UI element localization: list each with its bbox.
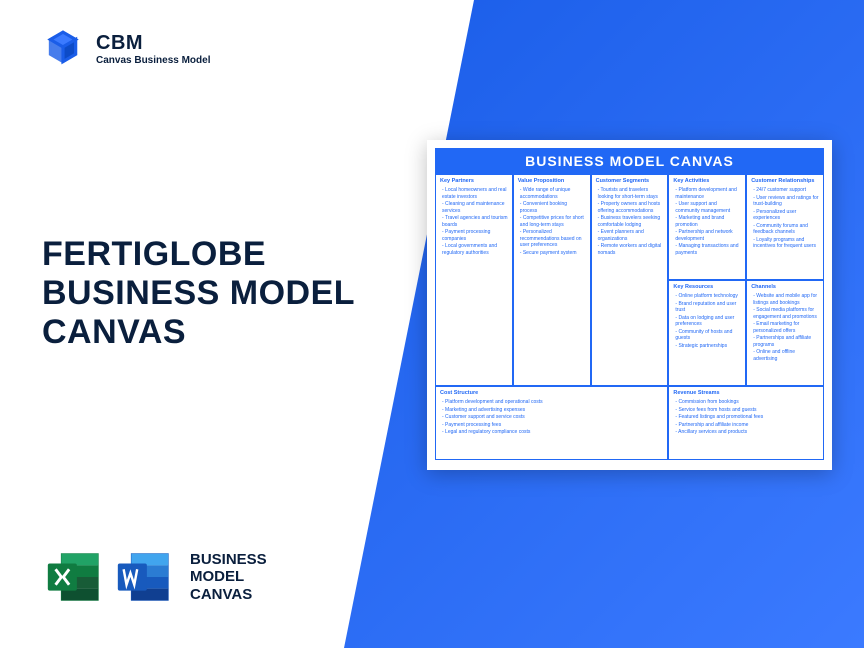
value-prop-cell: Value Proposition - Wide range of unique… (513, 174, 591, 386)
list-item: - Tourists and travelers looking for sho… (598, 187, 664, 200)
list-item: - Commission from bookings (675, 399, 819, 406)
channels-cell: Channels - Website and mobile app for li… (746, 280, 824, 386)
list-item: - Property owners and hosts offering acc… (598, 201, 664, 214)
logo-area: CBM Canvas Business Model (42, 28, 210, 70)
canvas-card: BUSINESS MODEL CANVAS Key Partners - Loc… (427, 140, 832, 470)
list-item: - Community forums and feedback channels (753, 223, 819, 236)
word-icon (112, 546, 174, 608)
title-line-3: CANVAS (42, 313, 355, 352)
cs-list: - Tourists and travelers looking for sho… (596, 187, 664, 256)
list-item: - Social media platforms for engagement … (753, 307, 819, 320)
list-item: - Strategic partnerships (675, 343, 741, 350)
ch-title: Channels (751, 284, 819, 291)
bottom-label-3: CANVAS (190, 586, 267, 603)
list-item: - Local homeowners and real estate inves… (442, 187, 508, 200)
list-item: - Email marketing for personalized offer… (753, 321, 819, 334)
list-item: - Remote workers and digital nomads (598, 243, 664, 256)
list-item: - Ancillary services and products (675, 429, 819, 436)
list-item: - Wide range of unique accommodations (520, 187, 586, 200)
list-item: - 24/7 customer support (753, 187, 819, 194)
list-item: - Cleaning and maintenance services (442, 201, 508, 214)
cr-title: Customer Relationships (751, 178, 819, 185)
list-item: - Platform development and maintenance (675, 187, 741, 200)
cs-title: Customer Segments (596, 178, 664, 185)
cost-list: - Platform development and operational c… (440, 399, 663, 436)
list-item: - Online platform technology (675, 293, 741, 300)
title-line-1: FERTIGLOBE (42, 235, 355, 274)
rev-title: Revenue Streams (673, 390, 819, 397)
main-title: FERTIGLOBE BUSINESS MODEL CANVAS (42, 235, 355, 352)
kr-title: Key Resources (673, 284, 741, 291)
list-item: - Data on lodging and user preferences (675, 315, 741, 328)
list-item: - Payment processing companies (442, 229, 508, 242)
revenue-cell: Revenue Streams - Commission from bookin… (668, 386, 824, 460)
key-resources-cell: Key Resources - Online platform technolo… (668, 280, 746, 386)
list-item: - Marketing and advertising expenses (442, 407, 663, 414)
key-partners-cell: Key Partners - Local homeowners and real… (435, 174, 513, 386)
list-item: - Loyalty programs and incentives for fr… (753, 237, 819, 250)
list-item: - Convenient booking process (520, 201, 586, 214)
list-item: - Personalized user experiences (753, 209, 819, 222)
list-item: - Website and mobile app for listings an… (753, 293, 819, 306)
list-item: - Payment processing fees (442, 422, 663, 429)
excel-icon (42, 546, 104, 608)
cost-structure-cell: Cost Structure - Platform development an… (435, 386, 668, 460)
list-item: - Community of hosts and guests (675, 329, 741, 342)
list-item: - Secure payment system (520, 250, 586, 257)
list-item: - Local governments and regulatory autho… (442, 243, 508, 256)
ka-title: Key Activities (673, 178, 741, 185)
title-line-2: BUSINESS MODEL (42, 274, 355, 313)
list-item: - Customer support and service costs (442, 414, 663, 421)
cr-list: - 24/7 customer support- User reviews an… (751, 187, 819, 250)
list-item: - Partnership and network development (675, 229, 741, 242)
vp-list: - Wide range of unique accommodations- C… (518, 187, 586, 256)
cost-title: Cost Structure (440, 390, 663, 397)
logo-title: CBM (96, 32, 210, 55)
list-item: - Event planners and organizations (598, 229, 664, 242)
list-item: - User support and community management (675, 201, 741, 214)
ka-list: - Platform development and maintenance- … (673, 187, 741, 256)
list-item: - Personalized recommendations based on … (520, 229, 586, 249)
vp-title: Value Proposition (518, 178, 586, 185)
list-item: - Featured listings and promotional fees (675, 414, 819, 421)
list-item: - Business travelers seeking comfortable… (598, 215, 664, 228)
canvas-header: BUSINESS MODEL CANVAS (435, 148, 824, 174)
logo-subtitle: Canvas Business Model (96, 55, 210, 66)
key-activities-cell: Key Activities - Platform development an… (668, 174, 746, 280)
kp-list: - Local homeowners and real estate inves… (440, 187, 508, 256)
list-item: - Legal and regulatory compliance costs (442, 429, 663, 436)
list-item: - Partnership and affiliate income (675, 422, 819, 429)
ch-list: - Website and mobile app for listings an… (751, 293, 819, 362)
kp-title: Key Partners (440, 178, 508, 185)
list-item: - Managing transactions and payments (675, 243, 741, 256)
cbm-logo-icon (42, 28, 84, 70)
list-item: - Partnerships and affiliate programs (753, 335, 819, 348)
bottom-label-1: BUSINESS (190, 551, 267, 568)
customer-seg-cell: Customer Segments - Tourists and travele… (591, 174, 669, 386)
kr-list: - Online platform technology- Brand repu… (673, 293, 741, 349)
customer-rel-cell: Customer Relationships - 24/7 customer s… (746, 174, 824, 280)
list-item: - Platform development and operational c… (442, 399, 663, 406)
canvas-grid: Key Partners - Local homeowners and real… (435, 174, 824, 460)
list-item: - Online and offline advertising (753, 349, 819, 362)
list-item: - Competitive prices for short and long-… (520, 215, 586, 228)
rev-list: - Commission from bookings- Service fees… (673, 399, 819, 436)
list-item: - Brand reputation and user trust (675, 301, 741, 314)
list-item: - Service fees from hosts and guests (675, 407, 819, 414)
list-item: - Marketing and brand promotion (675, 215, 741, 228)
bottom-icons: BUSINESS MODEL CANVAS (42, 546, 267, 608)
bottom-label: BUSINESS MODEL CANVAS (190, 551, 267, 603)
list-item: - Travel agencies and tourism boards (442, 215, 508, 228)
bottom-label-2: MODEL (190, 568, 267, 585)
list-item: - User reviews and ratings for trust-bui… (753, 195, 819, 208)
